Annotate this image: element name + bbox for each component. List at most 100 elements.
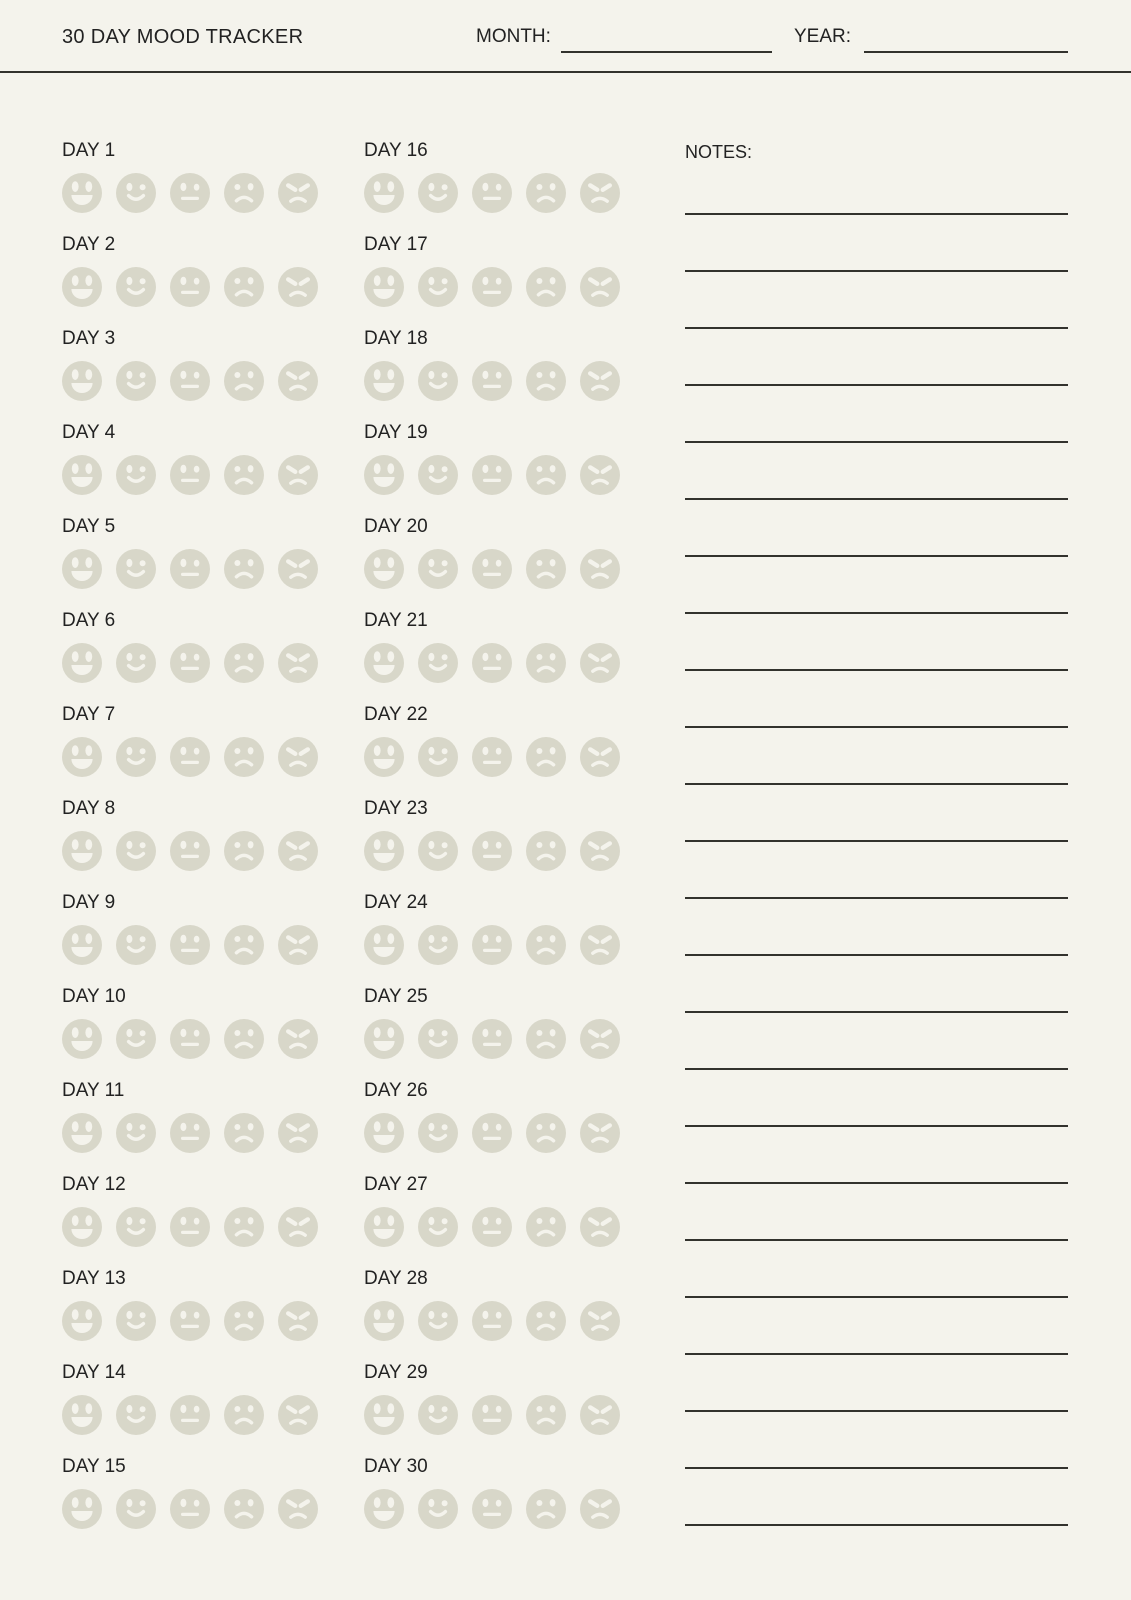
mood-happy-icon[interactable] <box>418 1207 458 1247</box>
mood-angry-icon[interactable] <box>580 1019 620 1059</box>
mood-neutral-icon[interactable] <box>472 361 512 401</box>
mood-neutral-icon[interactable] <box>170 1395 210 1435</box>
mood-neutral-icon[interactable] <box>472 925 512 965</box>
mood-very-happy-icon[interactable] <box>364 1395 404 1435</box>
mood-very-happy-icon[interactable] <box>62 925 102 965</box>
mood-very-happy-icon[interactable] <box>364 1207 404 1247</box>
note-line[interactable] <box>685 1127 1068 1184</box>
mood-happy-icon[interactable] <box>116 643 156 683</box>
mood-sad-icon[interactable] <box>526 1019 566 1059</box>
mood-angry-icon[interactable] <box>580 1113 620 1153</box>
mood-angry-icon[interactable] <box>278 831 318 871</box>
mood-very-happy-icon[interactable] <box>364 643 404 683</box>
mood-happy-icon[interactable] <box>116 173 156 213</box>
mood-angry-icon[interactable] <box>580 173 620 213</box>
mood-very-happy-icon[interactable] <box>62 549 102 589</box>
mood-sad-icon[interactable] <box>526 925 566 965</box>
mood-neutral-icon[interactable] <box>472 455 512 495</box>
mood-neutral-icon[interactable] <box>170 1113 210 1153</box>
mood-happy-icon[interactable] <box>418 1301 458 1341</box>
note-line[interactable] <box>685 1241 1068 1298</box>
mood-angry-icon[interactable] <box>278 455 318 495</box>
mood-neutral-icon[interactable] <box>472 643 512 683</box>
mood-sad-icon[interactable] <box>526 267 566 307</box>
mood-very-happy-icon[interactable] <box>364 831 404 871</box>
mood-sad-icon[interactable] <box>526 1207 566 1247</box>
mood-angry-icon[interactable] <box>278 1113 318 1153</box>
mood-very-happy-icon[interactable] <box>364 361 404 401</box>
mood-neutral-icon[interactable] <box>170 173 210 213</box>
mood-very-happy-icon[interactable] <box>62 267 102 307</box>
note-line[interactable] <box>685 443 1068 500</box>
note-line[interactable] <box>685 1298 1068 1355</box>
mood-very-happy-icon[interactable] <box>364 1301 404 1341</box>
mood-neutral-icon[interactable] <box>170 643 210 683</box>
mood-happy-icon[interactable] <box>418 549 458 589</box>
mood-angry-icon[interactable] <box>580 643 620 683</box>
mood-neutral-icon[interactable] <box>170 1489 210 1529</box>
mood-sad-icon[interactable] <box>224 1489 264 1529</box>
mood-angry-icon[interactable] <box>278 1207 318 1247</box>
mood-neutral-icon[interactable] <box>472 1395 512 1435</box>
mood-very-happy-icon[interactable] <box>62 1301 102 1341</box>
mood-neutral-icon[interactable] <box>170 831 210 871</box>
mood-very-happy-icon[interactable] <box>364 267 404 307</box>
mood-neutral-icon[interactable] <box>170 1301 210 1341</box>
note-line[interactable] <box>685 1355 1068 1412</box>
note-line[interactable] <box>685 614 1068 671</box>
mood-happy-icon[interactable] <box>116 1019 156 1059</box>
mood-happy-icon[interactable] <box>418 1019 458 1059</box>
mood-happy-icon[interactable] <box>418 643 458 683</box>
mood-sad-icon[interactable] <box>224 1395 264 1435</box>
mood-neutral-icon[interactable] <box>170 267 210 307</box>
mood-angry-icon[interactable] <box>580 737 620 777</box>
mood-sad-icon[interactable] <box>224 549 264 589</box>
note-line[interactable] <box>685 329 1068 386</box>
mood-happy-icon[interactable] <box>418 1489 458 1529</box>
mood-very-happy-icon[interactable] <box>364 1489 404 1529</box>
mood-sad-icon[interactable] <box>224 1113 264 1153</box>
mood-neutral-icon[interactable] <box>170 737 210 777</box>
mood-very-happy-icon[interactable] <box>364 549 404 589</box>
note-line[interactable] <box>685 1469 1068 1526</box>
mood-very-happy-icon[interactable] <box>364 925 404 965</box>
mood-happy-icon[interactable] <box>418 361 458 401</box>
mood-angry-icon[interactable] <box>278 925 318 965</box>
mood-happy-icon[interactable] <box>418 925 458 965</box>
note-line[interactable] <box>685 1184 1068 1241</box>
mood-sad-icon[interactable] <box>224 267 264 307</box>
mood-neutral-icon[interactable] <box>472 549 512 589</box>
mood-sad-icon[interactable] <box>224 1207 264 1247</box>
mood-neutral-icon[interactable] <box>472 173 512 213</box>
mood-happy-icon[interactable] <box>116 737 156 777</box>
mood-angry-icon[interactable] <box>278 549 318 589</box>
mood-happy-icon[interactable] <box>116 925 156 965</box>
note-line[interactable] <box>685 272 1068 329</box>
note-line[interactable] <box>685 671 1068 728</box>
mood-sad-icon[interactable] <box>224 455 264 495</box>
mood-neutral-icon[interactable] <box>472 831 512 871</box>
mood-sad-icon[interactable] <box>224 925 264 965</box>
mood-happy-icon[interactable] <box>418 831 458 871</box>
mood-happy-icon[interactable] <box>418 455 458 495</box>
mood-angry-icon[interactable] <box>278 1019 318 1059</box>
mood-angry-icon[interactable] <box>580 1489 620 1529</box>
mood-very-happy-icon[interactable] <box>62 1207 102 1247</box>
mood-angry-icon[interactable] <box>278 173 318 213</box>
mood-neutral-icon[interactable] <box>472 1489 512 1529</box>
mood-very-happy-icon[interactable] <box>62 173 102 213</box>
mood-happy-icon[interactable] <box>418 737 458 777</box>
mood-very-happy-icon[interactable] <box>62 1019 102 1059</box>
mood-sad-icon[interactable] <box>526 361 566 401</box>
mood-angry-icon[interactable] <box>580 1207 620 1247</box>
mood-neutral-icon[interactable] <box>472 1019 512 1059</box>
mood-very-happy-icon[interactable] <box>62 831 102 871</box>
mood-angry-icon[interactable] <box>278 737 318 777</box>
mood-neutral-icon[interactable] <box>170 1207 210 1247</box>
mood-angry-icon[interactable] <box>580 267 620 307</box>
mood-happy-icon[interactable] <box>116 1489 156 1529</box>
mood-very-happy-icon[interactable] <box>62 361 102 401</box>
mood-very-happy-icon[interactable] <box>62 1489 102 1529</box>
mood-very-happy-icon[interactable] <box>364 455 404 495</box>
mood-angry-icon[interactable] <box>580 549 620 589</box>
